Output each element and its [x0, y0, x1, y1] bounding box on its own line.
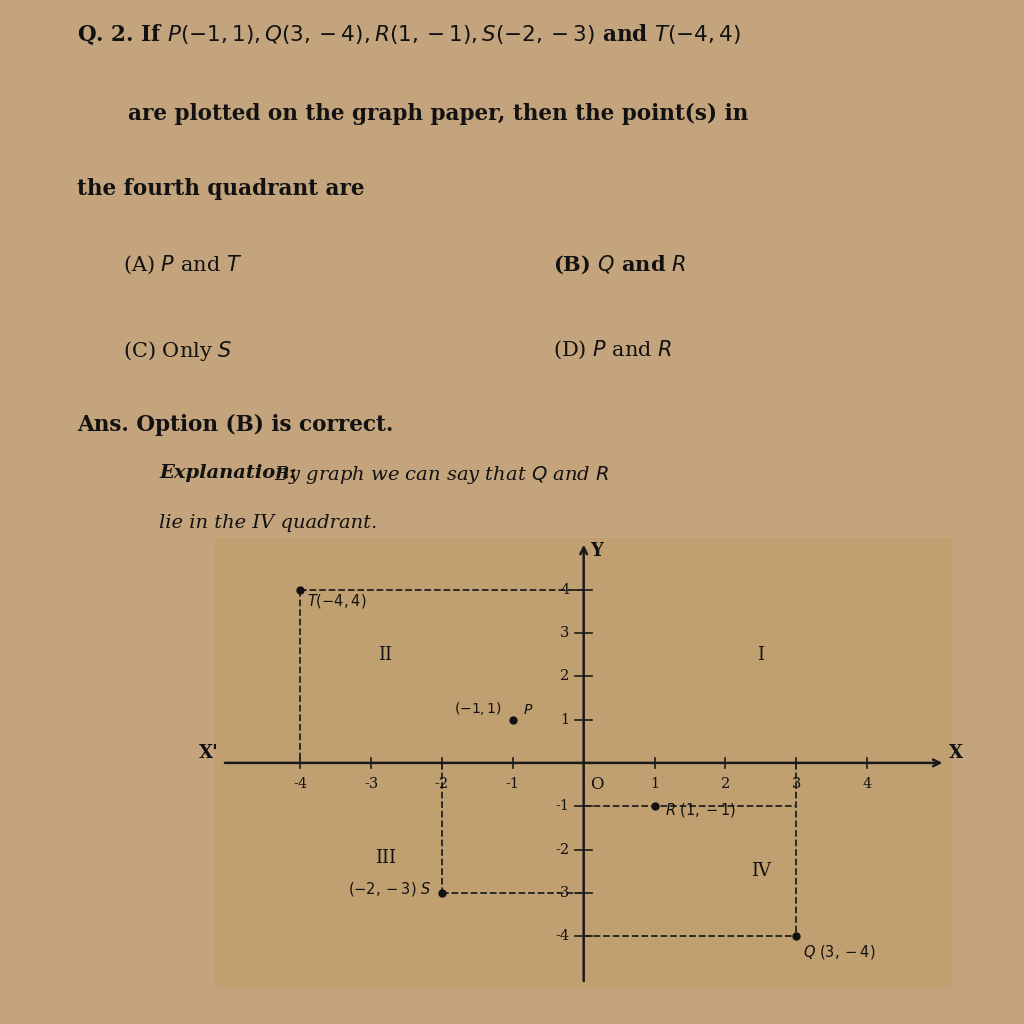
Text: the fourth quadrant are: the fourth quadrant are [77, 178, 365, 200]
Text: (A) $P$ and $T$: (A) $P$ and $T$ [123, 254, 242, 276]
Text: 2: 2 [721, 777, 730, 791]
Text: $Q\ (3,-4)$: $Q\ (3,-4)$ [804, 943, 876, 961]
Text: $(-1,1)$: $(-1,1)$ [455, 700, 502, 718]
Text: $T(-4,4)$: $T(-4,4)$ [307, 592, 367, 609]
Text: X: X [949, 744, 963, 762]
Text: -4: -4 [555, 929, 569, 943]
Text: 1: 1 [560, 713, 569, 727]
Text: -2: -2 [555, 843, 569, 856]
Text: -3: -3 [364, 777, 378, 791]
Text: I: I [758, 645, 764, 664]
Text: -1: -1 [555, 799, 569, 813]
Text: lie in the IV quadrant.: lie in the IV quadrant. [160, 514, 378, 532]
Text: 1: 1 [650, 777, 659, 791]
Text: II: II [378, 645, 392, 664]
Text: IV: IV [751, 862, 771, 881]
Text: III: III [375, 849, 395, 867]
Text: By graph we can say that $Q$ and $R$: By graph we can say that $Q$ and $R$ [268, 464, 609, 486]
Text: are plotted on the graph paper, then the point(s) in: are plotted on the graph paper, then the… [128, 102, 749, 125]
Text: (B) $Q$ and $R$: (B) $Q$ and $R$ [553, 254, 686, 276]
Text: 4: 4 [862, 777, 871, 791]
Text: 2: 2 [560, 670, 569, 683]
Text: 4: 4 [560, 583, 569, 597]
Text: O: O [590, 776, 603, 793]
Text: 3: 3 [560, 626, 569, 640]
Text: Y: Y [590, 542, 603, 560]
Text: Ans. Option (B) is correct.: Ans. Option (B) is correct. [77, 415, 393, 436]
Text: $R\ (1,-1)$: $R\ (1,-1)$ [666, 801, 736, 819]
Text: Explanation:: Explanation: [160, 464, 297, 482]
Text: Q. 2. If $P(-1, 1), Q(3, -4), R(1, -1), S(-2, -3)$ and $T(-4, 4)$: Q. 2. If $P(-1, 1), Q(3, -4), R(1, -1), … [77, 23, 740, 47]
Text: -2: -2 [435, 777, 449, 791]
Text: X': X' [199, 744, 218, 762]
Text: (C) Only $S$: (C) Only $S$ [123, 339, 232, 362]
Text: $(-2,-3)\ S$: $(-2,-3)\ S$ [348, 880, 431, 897]
Text: -3: -3 [555, 886, 569, 900]
Text: $P$: $P$ [523, 703, 534, 718]
Text: -1: -1 [506, 777, 520, 791]
Text: (D) $P$ and $R$: (D) $P$ and $R$ [553, 339, 673, 361]
Text: 3: 3 [792, 777, 801, 791]
Text: -4: -4 [293, 777, 307, 791]
